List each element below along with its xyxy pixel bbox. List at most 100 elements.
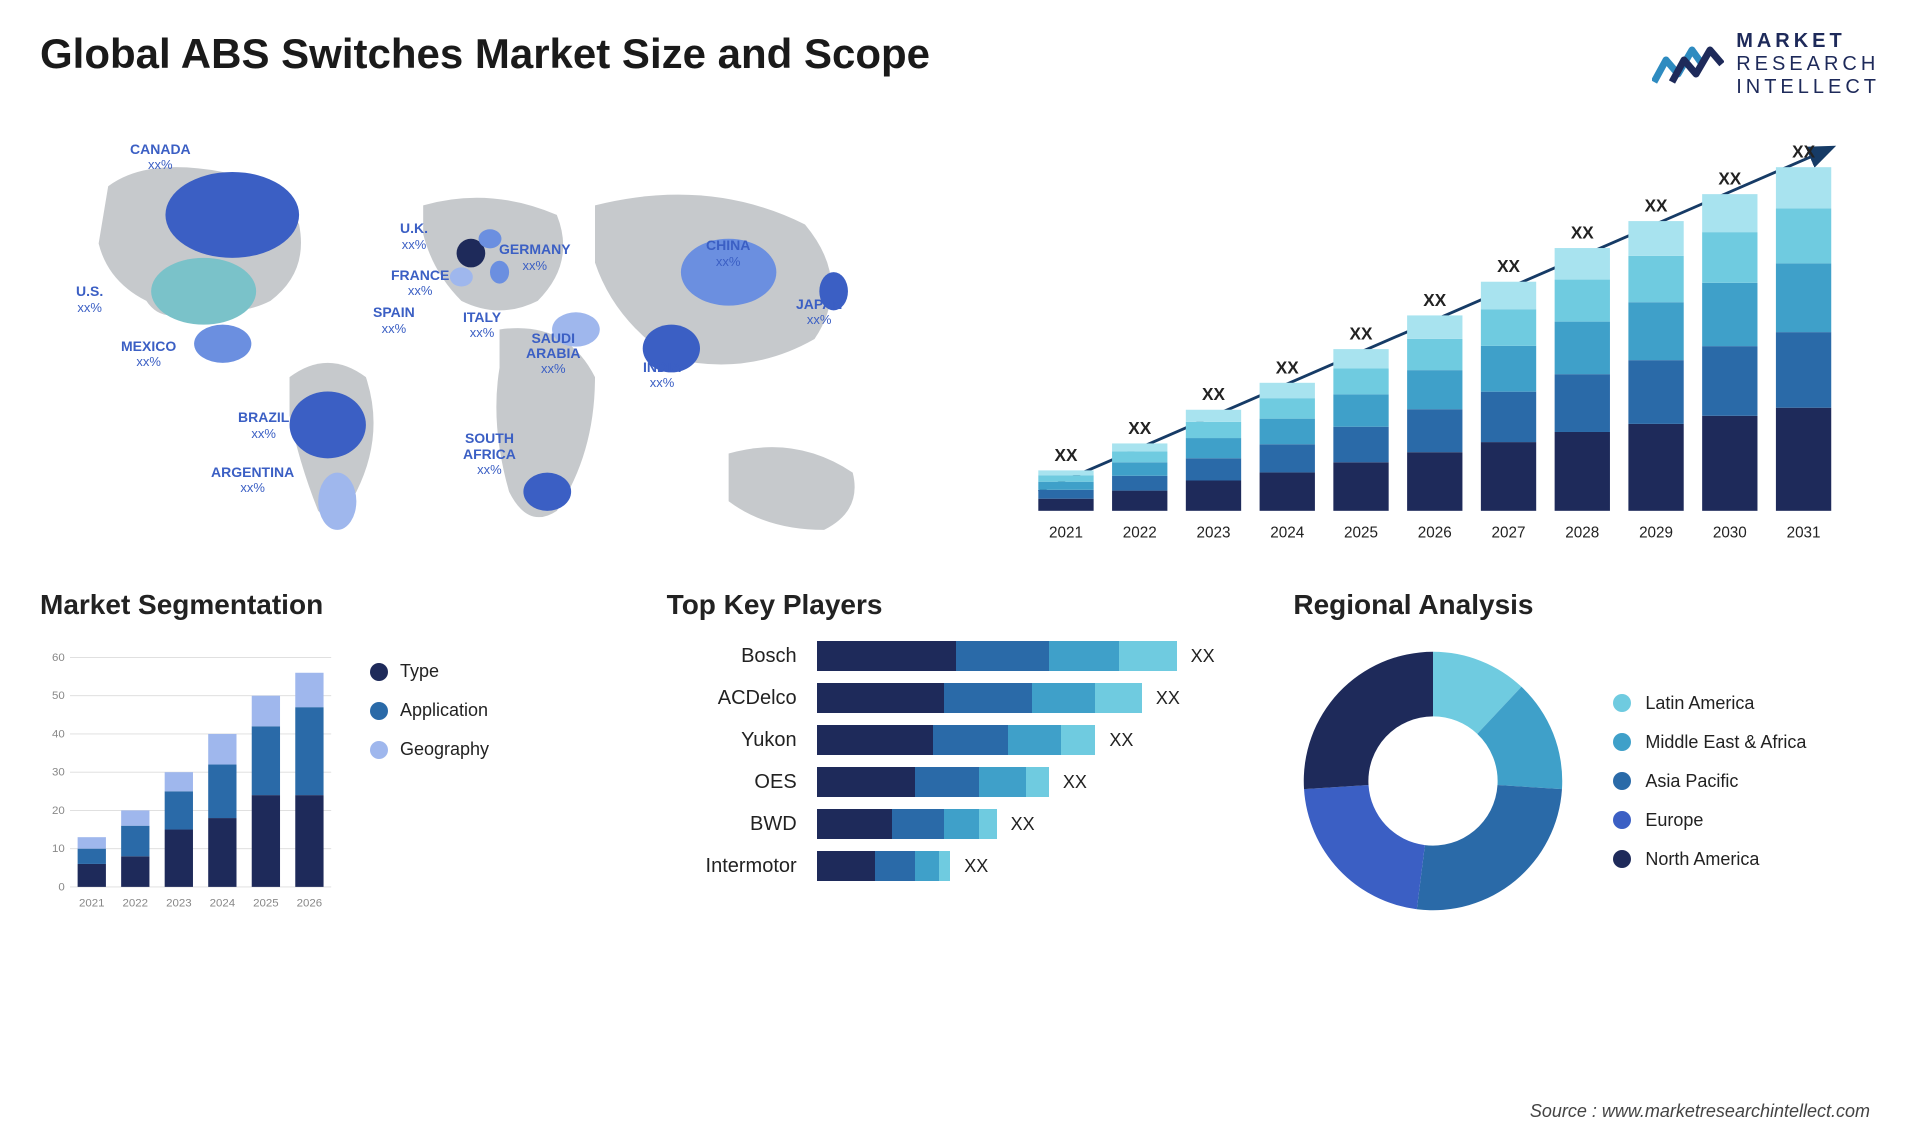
player-value: XX: [1109, 730, 1133, 751]
forecast-bar-seg: [1333, 427, 1388, 463]
forecast-year-label: 2024: [1270, 525, 1304, 542]
legend-dot-icon: [370, 741, 388, 759]
player-value: XX: [1191, 646, 1215, 667]
forecast-bar-seg: [1628, 360, 1683, 424]
map-country-label: SOUTHAFRICAxx%: [463, 431, 516, 477]
map-country-label: SPAINxx%: [373, 305, 415, 336]
legend-dot-icon: [1613, 811, 1631, 829]
player-bar-row: XX: [817, 641, 1254, 671]
player-bar-seg: [817, 641, 956, 671]
forecast-bar-seg: [1481, 442, 1536, 511]
legend-dot-icon: [1613, 772, 1631, 790]
forecast-bar-seg: [1555, 280, 1610, 322]
player-bar-row: XX: [817, 809, 1254, 839]
forecast-bar-seg: [1702, 416, 1757, 511]
forecast-year-label: 2030: [1713, 525, 1747, 542]
player-bar-seg: [1008, 725, 1060, 755]
map-country-label: BRAZILxx%: [238, 410, 289, 441]
player-bar-seg: [817, 725, 933, 755]
regional-legend-item: Asia Pacific: [1613, 771, 1806, 792]
seg-year-label: 2023: [166, 897, 192, 909]
player-bar-row: XX: [817, 683, 1254, 713]
player-bar-seg: [817, 767, 916, 797]
forecast-bar-seg: [1112, 491, 1167, 511]
player-bar-row: XX: [817, 725, 1254, 755]
seg-bar-seg: [78, 849, 106, 864]
forecast-bar-seg: [1776, 208, 1831, 263]
seg-ytick: 20: [52, 805, 65, 817]
seg-ytick: 0: [58, 881, 64, 893]
player-value: XX: [1063, 772, 1087, 793]
seg-bar-seg: [252, 726, 280, 795]
segmentation-panel: Market Segmentation 01020304050602021202…: [40, 589, 627, 921]
seg-year-label: 2025: [253, 897, 279, 909]
players-panel: Top Key Players BoschACDelcoYukonOESBWDI…: [667, 589, 1254, 921]
forecast-bar-seg: [1260, 383, 1315, 398]
donut-slice: [1304, 652, 1433, 789]
seg-ytick: 30: [52, 767, 65, 779]
player-name: Yukon: [667, 729, 797, 759]
regional-legend-item: North America: [1613, 849, 1806, 870]
seg-year-label: 2022: [123, 897, 149, 909]
player-bar-seg: [939, 851, 951, 881]
players-heading: Top Key Players: [667, 589, 1254, 621]
seg-bar-seg: [121, 826, 149, 857]
seg-bar-seg: [165, 772, 193, 791]
forecast-bar-seg: [1481, 309, 1536, 346]
seg-bar-seg: [295, 795, 323, 887]
player-bar-seg: [1061, 725, 1096, 755]
logo-mark-icon: [1652, 40, 1724, 90]
player-bar-seg: [915, 851, 938, 881]
legend-label: Geography: [400, 739, 489, 760]
player-name: ACDelco: [667, 687, 797, 717]
map-country-label: ARGENTINAxx%: [211, 465, 294, 496]
forecast-bar-seg: [1407, 370, 1462, 409]
legend-dot-icon: [1613, 694, 1631, 712]
seg-year-label: 2026: [297, 897, 323, 909]
legend-label: Latin America: [1645, 693, 1754, 714]
forecast-bar-seg: [1186, 438, 1241, 458]
map-country-label: SAUDIARABIAxx%: [526, 331, 580, 377]
seg-ytick: 50: [52, 690, 65, 702]
player-bar-seg: [915, 767, 979, 797]
forecast-bar-seg: [1628, 424, 1683, 511]
player-labels: BoschACDelcoYukonOESBWDIntermotor: [667, 641, 797, 885]
seg-bar-seg: [208, 765, 236, 819]
player-value: XX: [1156, 688, 1180, 709]
forecast-bar-seg: [1702, 194, 1757, 232]
forecast-bar-seg: [1628, 221, 1683, 256]
donut-slice: [1304, 785, 1425, 909]
forecast-bar-seg: [1481, 282, 1536, 309]
map-country-label: CHINAxx%: [706, 238, 750, 269]
world-map-panel: CANADAxx%U.S.xx%MEXICOxx%BRAZILxx%ARGENT…: [40, 129, 940, 549]
segmentation-chart: 0102030405060202120222023202420252026: [40, 641, 340, 921]
player-name: Intermotor: [667, 855, 797, 885]
forecast-bar-seg: [1776, 408, 1831, 511]
player-bar-seg: [892, 809, 944, 839]
forecast-bar-seg: [1333, 369, 1388, 395]
forecast-year-label: 2026: [1418, 525, 1452, 542]
forecast-bar-value: XX: [1497, 256, 1520, 276]
player-bar-seg: [933, 725, 1008, 755]
map-country-label: INDIAxx%: [643, 360, 681, 391]
forecast-bar-seg: [1555, 374, 1610, 432]
footer-source: Source : www.marketresearchintellect.com: [1530, 1101, 1870, 1122]
forecast-bar-seg: [1628, 302, 1683, 360]
seg-legend-item: Geography: [370, 739, 489, 760]
segmentation-heading: Market Segmentation: [40, 589, 627, 621]
forecast-bar-seg: [1112, 476, 1167, 491]
forecast-bar-seg: [1186, 422, 1241, 438]
forecast-bar-seg: [1186, 480, 1241, 510]
forecast-bar-seg: [1555, 248, 1610, 280]
forecast-bar-seg: [1776, 167, 1831, 208]
forecast-bar-value: XX: [1423, 290, 1446, 310]
map-country-label: U.S.xx%: [76, 284, 103, 315]
seg-ytick: 40: [52, 728, 65, 740]
forecast-bar-seg: [1333, 349, 1388, 368]
forecast-bar-seg: [1481, 346, 1536, 392]
seg-bar-seg: [78, 864, 106, 887]
forecast-bar-seg: [1628, 256, 1683, 302]
regional-legend: Latin AmericaMiddle East & AfricaAsia Pa…: [1613, 693, 1806, 870]
logo-word-1: MARKET: [1736, 30, 1880, 53]
player-bar-seg: [817, 809, 892, 839]
